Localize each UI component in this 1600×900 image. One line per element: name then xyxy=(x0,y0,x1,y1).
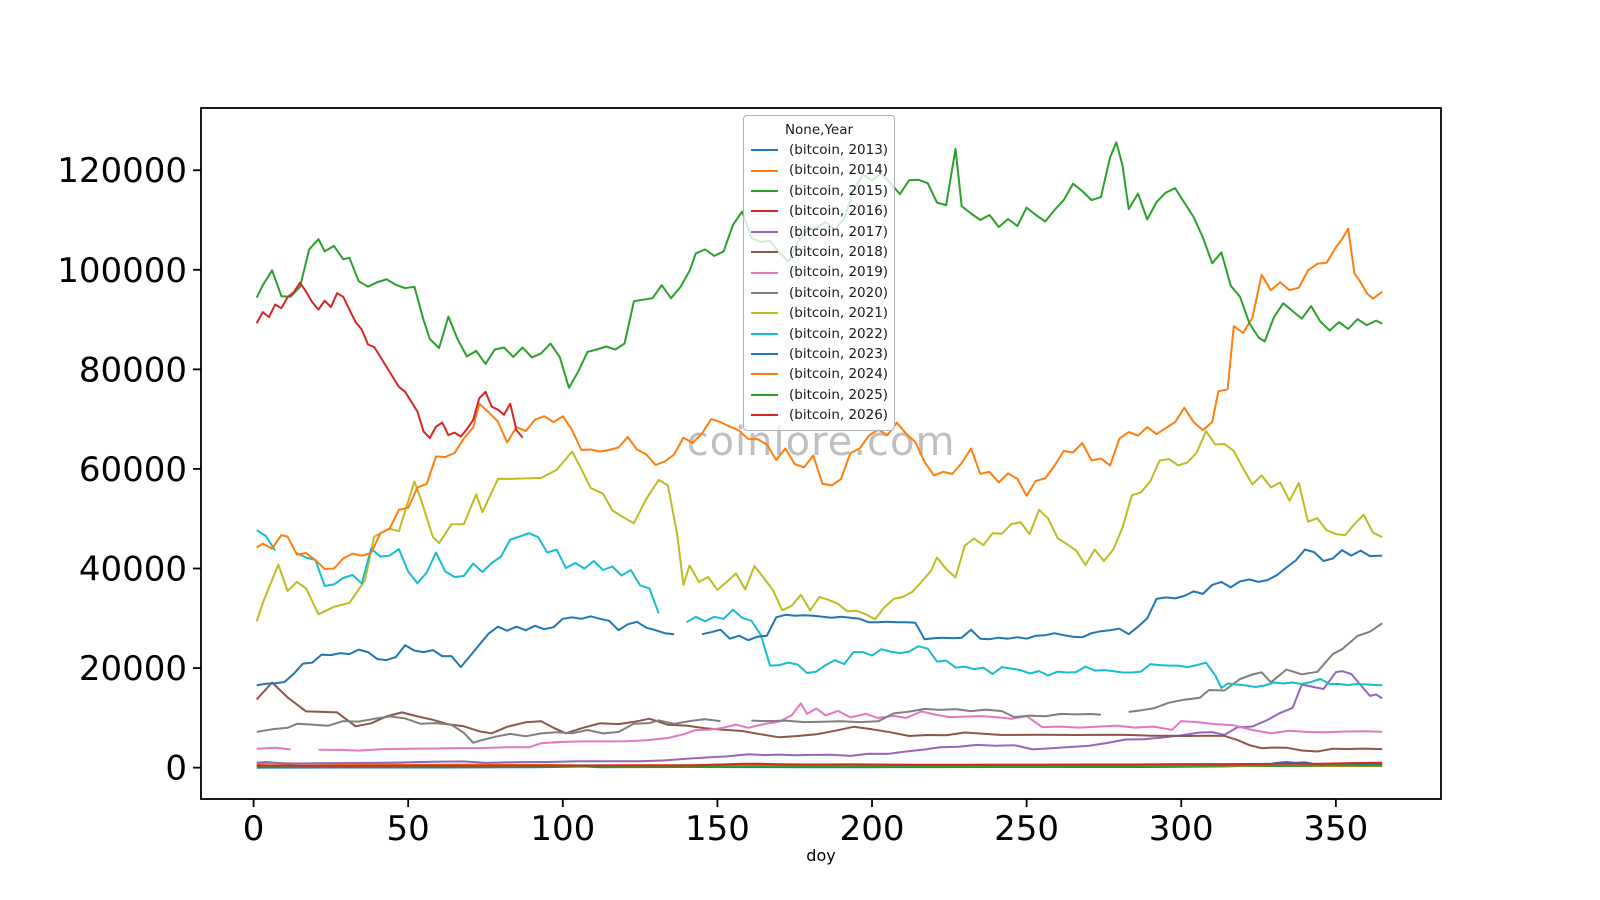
x-tick-label: 350 xyxy=(1303,809,1368,849)
plot-border xyxy=(200,107,1442,800)
series-line-2024 xyxy=(256,227,1383,570)
legend-line-swatch xyxy=(751,332,778,335)
legend-entry-2018: (bitcoin, 2018) xyxy=(744,242,894,262)
legend-label: (bitcoin, 2024) xyxy=(789,366,889,383)
legend-line-swatch xyxy=(751,353,778,356)
series-line-2023 xyxy=(256,548,1383,687)
series-line-2020 xyxy=(256,622,1383,744)
x-tick-label: 50 xyxy=(387,809,430,849)
legend-entry-2013: (bitcoin, 2013) xyxy=(744,140,894,160)
legend-title: None,Year xyxy=(784,122,854,138)
legend-label: (bitcoin, 2023) xyxy=(789,345,889,362)
y-tick-label: 80000 xyxy=(79,350,187,390)
legend-label: (bitcoin, 2013) xyxy=(789,142,889,158)
legend-entry-2026: (bitcoin, 2026) xyxy=(744,405,894,425)
legend-line-swatch xyxy=(751,271,778,274)
legend-line-swatch xyxy=(751,393,778,396)
legend-label: (bitcoin, 2019) xyxy=(789,264,889,281)
series-line-2018 xyxy=(255,681,1383,753)
legend-label: (bitcoin, 2015) xyxy=(789,182,889,199)
series-line-2022 xyxy=(256,529,1383,689)
legend-entry-2021: (bitcoin, 2021) xyxy=(744,303,894,323)
x-tick-label: 250 xyxy=(994,809,1059,849)
legend-line-swatch xyxy=(751,149,778,152)
legend-label: (bitcoin, 2025) xyxy=(789,386,889,403)
legend-label: (bitcoin, 2022) xyxy=(789,325,889,342)
legend-entry-2024: (bitcoin, 2024) xyxy=(744,364,894,384)
legend-line-swatch xyxy=(751,210,778,213)
legend-label: (bitcoin, 2018) xyxy=(789,243,889,260)
legend-entry-2019: (bitcoin, 2019) xyxy=(744,262,894,282)
legend-entry-2015: (bitcoin, 2015) xyxy=(744,181,894,201)
legend-entry-2025: (bitcoin, 2025) xyxy=(744,385,894,405)
legend-entry-2014: (bitcoin, 2014) xyxy=(744,160,894,180)
legend-line-swatch xyxy=(751,169,778,172)
y-tick-label: 60000 xyxy=(79,450,187,490)
legend: None,Year (bitcoin, 2013) (bitcoin, 2014)… xyxy=(743,115,895,432)
legend-rows: (bitcoin, 2013) (bitcoin, 2014) (bitcoin, … xyxy=(744,140,894,425)
legend-entry-2023: (bitcoin, 2023) xyxy=(744,344,894,364)
legend-entry-2022: (bitcoin, 2022) xyxy=(744,324,894,344)
legend-label: (bitcoin, 2020) xyxy=(789,284,889,301)
y-tick-label: 120000 xyxy=(57,151,187,191)
series-line-2017 xyxy=(256,670,1383,765)
legend-line-swatch xyxy=(751,251,778,254)
legend-label: (bitcoin, 2017) xyxy=(789,223,889,240)
legend-entry-2016: (bitcoin, 2016) xyxy=(744,201,894,221)
legend-line-swatch xyxy=(751,230,778,233)
legend-line-swatch xyxy=(751,312,778,315)
y-tick-label: 100000 xyxy=(57,251,187,291)
legend-line-swatch xyxy=(751,373,778,376)
y-tick-label: 20000 xyxy=(79,649,187,689)
x-tick-label: 300 xyxy=(1149,809,1214,849)
series-line-2019 xyxy=(256,702,1383,752)
legend-label: (bitcoin, 2014) xyxy=(789,162,889,179)
x-tick-label: 150 xyxy=(685,809,750,849)
series-line-2021 xyxy=(255,430,1383,622)
legend-line-swatch xyxy=(751,291,778,294)
x-axis-label: doy xyxy=(806,846,836,865)
x-tick-label: 100 xyxy=(530,809,595,849)
x-tick-label: 0 xyxy=(243,809,265,849)
legend-entry-2017: (bitcoin, 2017) xyxy=(744,222,894,242)
x-tick-label: 200 xyxy=(840,809,905,849)
legend-label: (bitcoin, 2016) xyxy=(789,203,889,220)
legend-line-swatch xyxy=(751,414,778,417)
y-tick-label: 0 xyxy=(165,749,187,789)
legend-label: (bitcoin, 2021) xyxy=(789,305,889,322)
y-tick-label: 40000 xyxy=(79,550,187,590)
legend-label: (bitcoin, 2026) xyxy=(789,407,889,424)
series-line-2016 xyxy=(256,761,1383,767)
series-line-2026 xyxy=(255,281,524,440)
legend-entry-2020: (bitcoin, 2020) xyxy=(744,283,894,303)
legend-line-swatch xyxy=(751,189,778,192)
